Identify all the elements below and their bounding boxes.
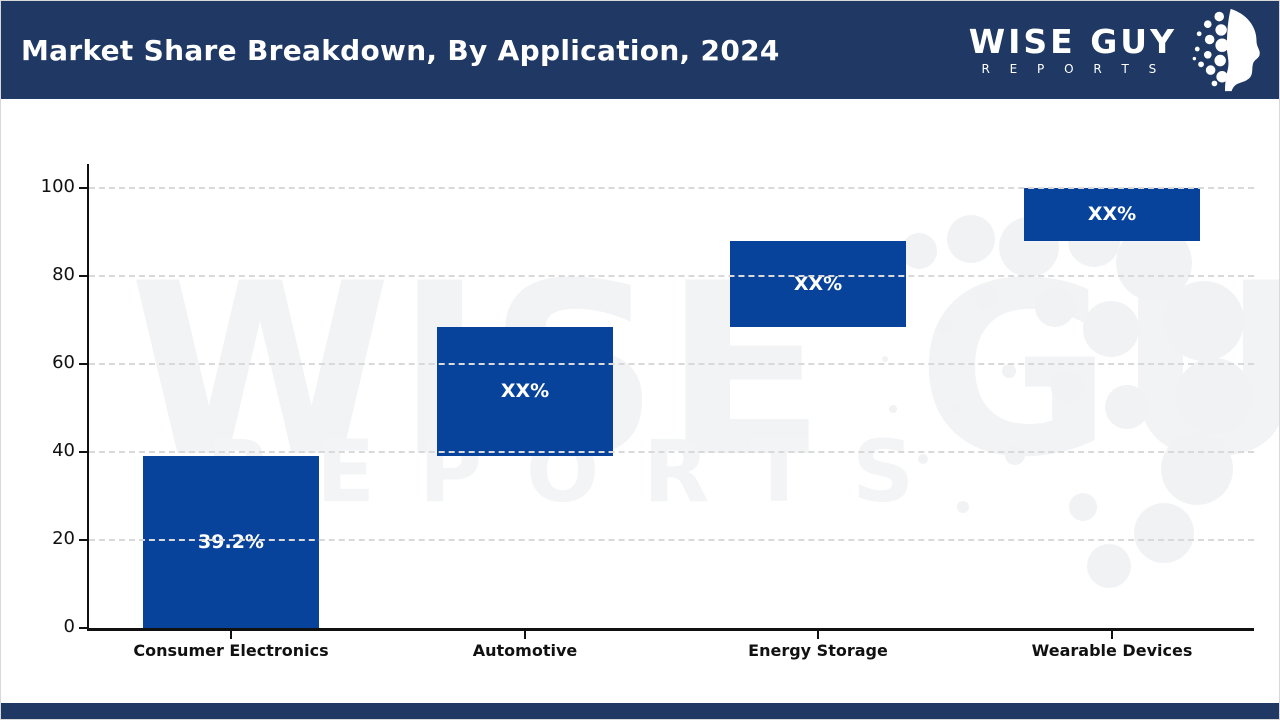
brand-logo: WISE GUY R E P O R T S [969,7,1267,93]
bar-value-label: 39.2% [198,530,264,553]
watermark-brand-text: WISE GU [129,233,1280,510]
y-tick-label: 40 [52,440,75,461]
x-tick-mark [817,631,819,639]
dotted-head-profile-icon [1192,8,1260,92]
y-tick-label: 100 [40,176,75,197]
bar-consumer-electronics: 39.2% [143,455,319,628]
x-tick-mark [1111,631,1113,639]
y-axis [87,164,89,631]
gridline-40 [89,451,1254,453]
y-tick-mark [79,627,87,629]
gridline-20 [89,539,1254,541]
x-tick-mark [524,631,526,639]
brand-logo-text: WISE GUY R E P O R T S [969,25,1177,76]
bar-value-label: XX% [1087,203,1137,226]
header-bar: Market Share Breakdown, By Application, … [1,1,1279,99]
x-category-label: Wearable Devices [1031,641,1193,660]
y-tick-mark [79,451,87,453]
brand-name: WISE GUY [968,21,1177,61]
x-tick-mark [230,631,232,639]
footer-bar [1,703,1279,719]
gridline-60 [89,363,1254,365]
watermark-head-profile [882,215,1252,588]
y-tick-mark [79,363,87,365]
y-tick-label: 60 [52,352,75,373]
bar-value-label: XX% [500,380,550,403]
bar-automotive: XX% [437,326,613,456]
y-tick-mark [79,539,87,541]
y-tick-label: 20 [52,528,75,549]
x-category-label: Automotive [472,641,578,660]
y-tick-label: 0 [63,616,75,637]
bar-wearable-devices: XX% [1024,188,1200,241]
gridline-80 [89,275,1254,277]
x-category-label: Energy Storage [748,641,888,660]
bar-energy-storage: XX% [730,240,906,327]
y-tick-mark [79,187,87,189]
chart-title: Market Share Breakdown, By Application, … [21,33,780,67]
brand-subtitle: R E P O R T S [981,61,1165,76]
y-tick-label: 80 [52,264,75,285]
y-tick-mark [79,275,87,277]
bar-value-label: XX% [793,272,843,295]
gridline-100 [89,187,1254,189]
x-axis [87,628,1254,631]
x-category-label: Consumer Electronics [133,641,329,660]
